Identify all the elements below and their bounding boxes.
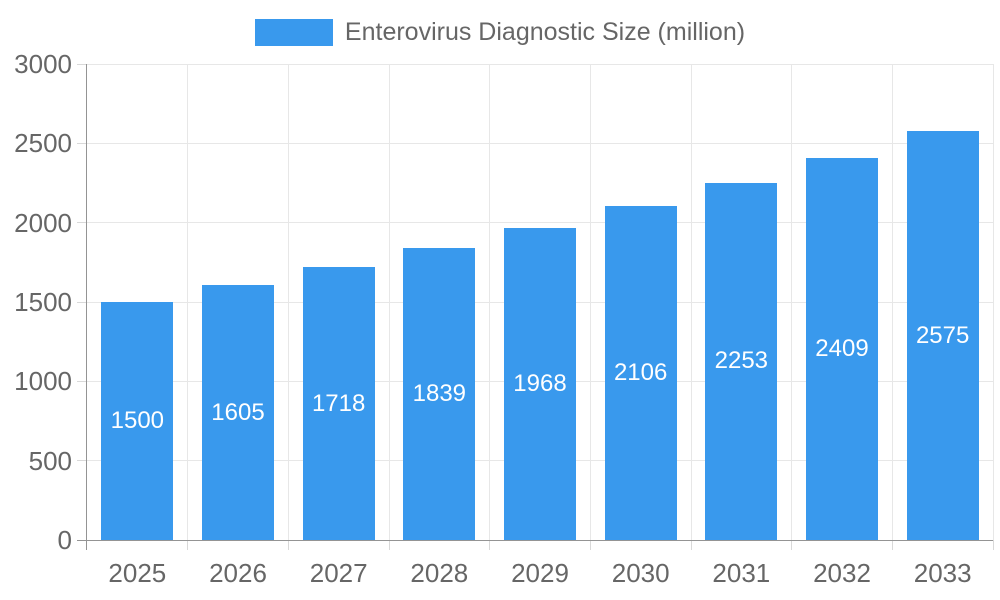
- bar-value-label: 1605: [211, 398, 265, 426]
- y-tick-mark: [77, 460, 87, 462]
- bar-value-label: 2409: [815, 334, 869, 362]
- bar[interactable]: [604, 205, 677, 540]
- y-axis-label: 0: [57, 525, 72, 555]
- x-axis-label: 2028: [410, 558, 469, 588]
- y-tick-mark: [77, 142, 87, 144]
- x-tick-mark: [992, 540, 994, 550]
- bar-value-label: 2575: [915, 321, 970, 349]
- y-tick-mark: [77, 301, 87, 303]
- x-gridline: [791, 64, 793, 540]
- y-gridline: [87, 63, 993, 65]
- x-tick-mark: [287, 540, 289, 550]
- x-axis-label: 2029: [511, 558, 569, 588]
- y-axis-label: 2000: [14, 207, 72, 238]
- bar-value-label: 2253: [714, 347, 769, 375]
- bar[interactable]: [705, 182, 778, 540]
- x-tick-mark: [891, 540, 893, 550]
- x-axis-label: 2030: [611, 558, 670, 588]
- bar[interactable]: [101, 302, 174, 540]
- x-tick-mark: [388, 540, 390, 550]
- bar[interactable]: [302, 267, 375, 540]
- legend-swatch: [254, 18, 333, 46]
- x-axis-label: 2032: [813, 558, 871, 588]
- y-axis-label: 500: [28, 445, 72, 476]
- bar-value-label: 1718: [311, 389, 366, 417]
- x-tick-mark: [791, 540, 793, 550]
- y-gridline: [87, 222, 993, 224]
- bar[interactable]: [906, 131, 979, 540]
- bar-value-label: 1500: [110, 407, 165, 434]
- x-tick-mark: [690, 540, 692, 550]
- legend-label: Enterovirus Diagnostic Size (million): [344, 17, 746, 46]
- bar[interactable]: [202, 285, 274, 540]
- x-axis-label: 2025: [108, 558, 167, 588]
- x-axis-label: 2031: [712, 558, 771, 588]
- x-gridline: [690, 64, 692, 540]
- legend-item[interactable]: Enterovirus Diagnostic Size (million): [0, 18, 1000, 46]
- y-gridline: [87, 142, 993, 144]
- x-gridline: [891, 64, 893, 540]
- x-gridline: [388, 64, 390, 540]
- y-tick-mark: [77, 222, 87, 224]
- x-axis-label: 2027: [309, 558, 368, 588]
- x-tick-mark: [489, 540, 491, 550]
- x-gridline: [992, 64, 994, 540]
- x-axis-line: [77, 539, 993, 541]
- bar-value-label: 2106: [613, 358, 668, 386]
- y-axis-label: 1500: [14, 287, 72, 317]
- bar-value-label: 1839: [412, 380, 467, 408]
- y-axis-label: 2500: [14, 128, 72, 159]
- bar[interactable]: [403, 248, 476, 540]
- bar-value-label: 1968: [513, 369, 567, 397]
- y-axis-label: 1000: [14, 366, 72, 397]
- y-tick-mark: [77, 380, 87, 382]
- x-gridline: [489, 64, 491, 540]
- x-tick-mark: [187, 540, 189, 550]
- y-axis-label: 3000: [14, 49, 72, 79]
- x-gridline: [287, 64, 289, 540]
- x-tick-mark: [589, 540, 591, 550]
- bar[interactable]: [806, 157, 878, 540]
- x-gridline: [589, 64, 591, 540]
- x-axis-label: 2033: [913, 558, 972, 588]
- y-tick-mark: [77, 63, 87, 65]
- x-axis-label: 2026: [209, 558, 267, 588]
- bar[interactable]: [504, 227, 576, 540]
- y-axis-line: [86, 64, 87, 550]
- x-gridline: [187, 64, 189, 540]
